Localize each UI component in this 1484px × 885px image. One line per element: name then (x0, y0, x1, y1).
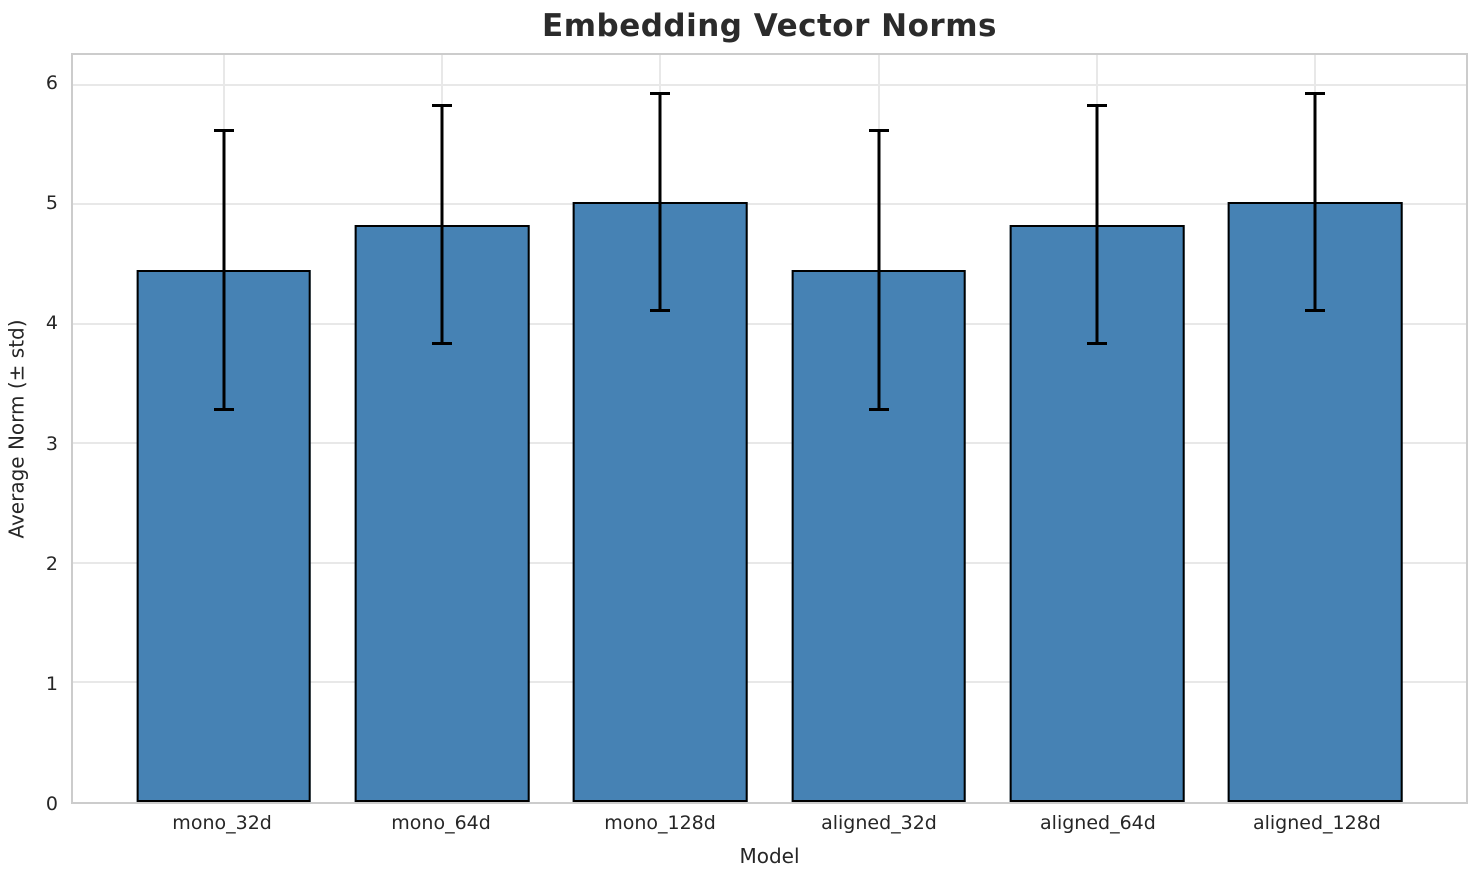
error-bar-line (1313, 92, 1317, 312)
y-axis-tick-labels: 0 1 2 3 4 5 6 (0, 53, 58, 815)
gridline-horizontal (73, 203, 1466, 206)
error-bar-cap-top (1305, 92, 1326, 96)
error-bar-cap-top (1087, 104, 1107, 108)
y-tick-label: 5 (45, 192, 58, 215)
error-bar-cap-top (213, 129, 234, 133)
y-tick-label: 3 (45, 432, 58, 455)
error-bar (213, 129, 234, 412)
x-tick-label: mono_128d (604, 812, 716, 834)
error-bar-line (877, 129, 881, 412)
y-tick-label: 4 (45, 312, 58, 335)
x-tick-label: aligned_128d (1252, 812, 1381, 834)
chart-title: Embedding Vector Norms (542, 8, 997, 44)
error-bar-cap-bottom (868, 408, 889, 412)
gridline-horizontal (73, 442, 1466, 445)
error-bar (650, 92, 671, 312)
error-bar-cap-top (650, 92, 671, 96)
x-tick-label: mono_32d (172, 812, 272, 834)
gridline-horizontal (73, 322, 1466, 325)
gridline-horizontal (73, 681, 1466, 684)
error-bar-cap-bottom (213, 408, 234, 412)
gridline-horizontal (73, 561, 1466, 564)
error-bar-cap-bottom (650, 308, 671, 312)
error-bar-cap-top (431, 104, 452, 108)
error-bar (1087, 104, 1107, 346)
error-bar-line (440, 104, 444, 346)
plot-area (71, 53, 1468, 804)
error-bar-cap-top (868, 129, 889, 133)
error-bar-line (222, 129, 226, 412)
error-bar-cap-bottom (431, 342, 452, 346)
error-bar (868, 129, 889, 412)
x-tick-label: mono_64d (391, 812, 491, 834)
error-bar-line (1095, 104, 1099, 346)
y-tick-label: 2 (45, 552, 58, 575)
x-axis-tick-labels: mono_32d mono_64d mono_128d aligned_32d alig… (71, 812, 1468, 840)
x-axis-label: Model (739, 844, 800, 868)
x-tick-label: aligned_64d (1040, 812, 1156, 834)
bar (1009, 224, 1185, 802)
y-tick-label: 1 (45, 672, 58, 695)
error-bar-cap-bottom (1305, 308, 1326, 312)
error-bar (1305, 92, 1326, 312)
error-bar (431, 104, 452, 346)
gridline-horizontal (73, 83, 1466, 86)
error-bar-line (658, 92, 662, 312)
y-tick-label: 0 (45, 793, 58, 815)
y-tick-label: 6 (45, 72, 58, 95)
error-bar-cap-bottom (1087, 342, 1107, 346)
x-tick-label: aligned_32d (821, 812, 937, 834)
